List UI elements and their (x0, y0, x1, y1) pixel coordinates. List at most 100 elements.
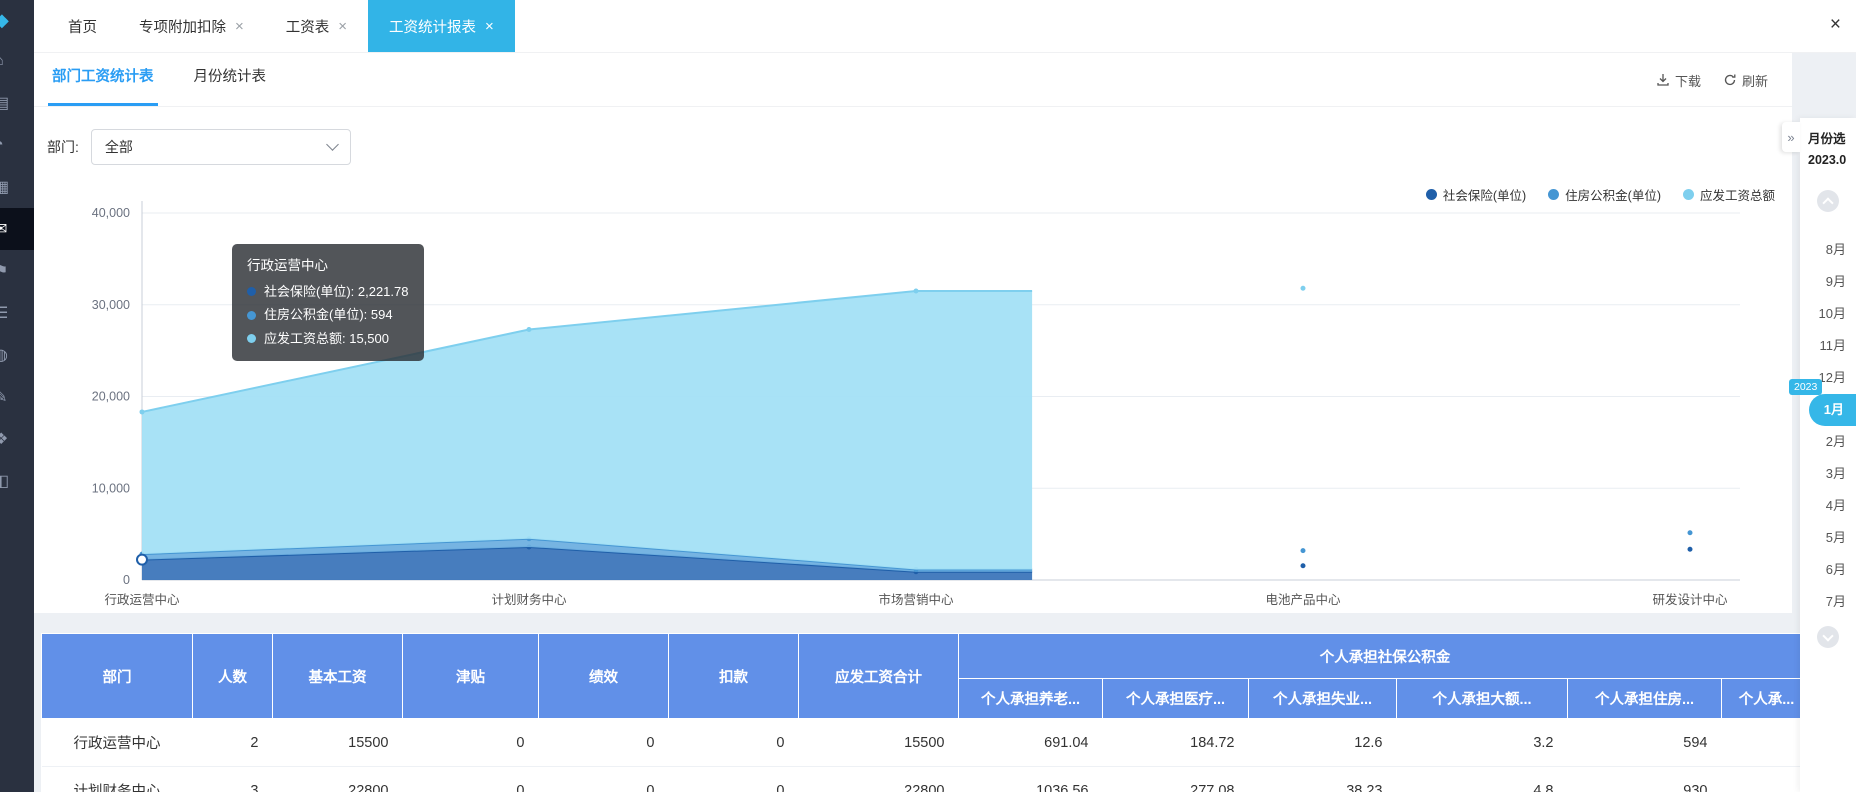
value-cell: 277.08 (1102, 766, 1249, 792)
download-button[interactable]: 下载 (1656, 71, 1701, 90)
column-header: 个人承担大额... (1396, 678, 1568, 719)
column-header: 个人承担住房... (1567, 678, 1722, 719)
tab-bar: 首页 专项附加扣除 × 工资表 × 工资统计报表 × × (34, 0, 1856, 53)
collapse-panel-button[interactable]: » (1782, 122, 1800, 152)
legend-item[interactable]: 应发工资总额 (1682, 185, 1775, 204)
sidebar-item[interactable]: ☰ (0, 292, 34, 334)
month-item[interactable]: 2月 (1825, 434, 1846, 449)
legend-label: 住房公积金(单位) (1565, 189, 1661, 203)
legend-label: 社会保险(单位) (1442, 189, 1527, 203)
sidebar-item[interactable]: ✉ (0, 208, 34, 250)
tab-item[interactable]: 首页 (47, 0, 118, 52)
toolbar: 下载 刷新 (1656, 53, 1768, 107)
value-cell (1721, 766, 1801, 792)
month-panel-period: 2023.0 (1808, 153, 1847, 167)
tooltip-row: 社会保险(单位): 2,221.78 (247, 280, 409, 303)
sidebar-item[interactable]: ⚑ (0, 250, 34, 292)
month-item[interactable]: 3月 (1825, 466, 1846, 481)
sidebar-item[interactable]: ▤ (0, 82, 34, 124)
column-header: 个人承担养老... (958, 678, 1103, 719)
svg-text:10,000: 10,000 (92, 481, 130, 495)
sidebar-item[interactable]: ❖ (0, 418, 34, 460)
value-cell: 22800 (272, 766, 403, 792)
tab-close-icon[interactable]: × (485, 17, 494, 35)
table-row[interactable]: 行政运营中心 2 15500 0 0 0 15500 691.04 184.72 12.6 3.2 5… (41, 718, 1801, 767)
column-header: 个人承担失业... (1248, 678, 1397, 719)
value-cell: 3.2 (1396, 718, 1568, 767)
chevron-down-icon (1822, 629, 1834, 642)
month-item[interactable]: 7月 (1825, 594, 1846, 609)
department-select[interactable]: 全部 (90, 129, 351, 165)
refresh-button[interactable]: 刷新 (1723, 71, 1768, 90)
menu-icon-4: ✉ (0, 221, 8, 238)
sidebar-item[interactable]: ◍ (0, 334, 34, 376)
legend-item[interactable]: 住房公积金(单位) (1548, 185, 1661, 204)
month-item[interactable]: 4月 (1825, 498, 1846, 513)
menu-icon-9: ❖ (0, 431, 9, 448)
column-header: 应发工资合计 (798, 633, 959, 719)
sidebar-item[interactable]: ⌂ (0, 40, 34, 82)
tab-item[interactable]: 工资表 × (265, 0, 368, 52)
month-item[interactable]: 9月 (1825, 274, 1846, 289)
value-cell: 15500 (798, 718, 959, 767)
tab-close-icon[interactable]: × (235, 17, 244, 35)
month-item[interactable]: 11月 (1819, 338, 1847, 353)
table-row[interactable]: 计划财务中心 3 22800 0 0 0 22800 1036.56 277.08 38.23 4.… (41, 766, 1801, 792)
value-cell: 930 (1567, 766, 1722, 792)
sidebar-item[interactable]: ◧ (0, 460, 34, 502)
refresh-icon (1724, 74, 1736, 86)
sidebar: ◆ ⌂ ▤ ◔ ▦ ✉ ⚑ ☰ ◍ ✎ ❖ ◧ (0, 0, 34, 792)
value-cell: 0 (538, 718, 669, 767)
report-card: 部门工资统计表 月份统计表 下载 刷新 部门: (34, 53, 1792, 613)
collapse-icon: » (1787, 129, 1795, 145)
sidebar-item[interactable]: ◔ (0, 124, 34, 166)
sidebar-item[interactable]: ✎ (0, 376, 34, 418)
tooltip-dot-icon (247, 333, 256, 343)
salary-table: 部门 人数 基本工资 津贴 绩效 扣款 应发工资合计 个人承担社保公积金 个人承担养老... 个人… (41, 633, 1801, 792)
month-item[interactable]: 12月 (1818, 370, 1846, 385)
legend-dot-icon (1548, 189, 1560, 200)
menu-icon-10: ◧ (0, 473, 10, 490)
close-all-tabs-icon[interactable]: × (1829, 14, 1841, 35)
chart-tooltip: 行政运营中心 社会保险(单位): 2,221.78 住房公积金(单位): 594 应… (232, 244, 424, 362)
filter-label: 部门: (47, 139, 79, 155)
legend-dot-icon (1682, 189, 1694, 200)
sidebar-item[interactable]: ▦ (0, 166, 34, 208)
tab-month-statistics[interactable]: 月份统计表 (190, 52, 271, 106)
tooltip-text: 社会保险(单位): 2,221.78 (264, 284, 409, 299)
svg-text:市场营销中心: 市场营销中心 (878, 592, 954, 607)
tab-label: 首页 (68, 19, 97, 36)
column-header: 津贴 (402, 633, 539, 719)
chevron-down-icon (326, 138, 339, 151)
tab-close-icon[interactable]: × (338, 17, 348, 35)
legend-item[interactable]: 社会保险(单位) (1425, 185, 1527, 204)
svg-text:研发设计中心: 研发设计中心 (1652, 592, 1728, 607)
value-cell: 594 (1567, 718, 1722, 767)
value-cell: 22800 (798, 766, 959, 792)
tooltip-text: 住房公积金(单位): 594 (264, 307, 393, 323)
svg-text:20,000: 20,000 (92, 390, 130, 404)
year-badge: 2023 (1789, 379, 1823, 395)
chevron-up-icon (1822, 196, 1834, 209)
scroll-up-button[interactable] (1817, 190, 1839, 212)
department-filter: 部门: 全部 (47, 129, 351, 165)
value-cell: 4.8 (1396, 766, 1568, 792)
month-item[interactable]: 8月 (1825, 242, 1846, 257)
tab-department-salary[interactable]: 部门工资统计表 (48, 52, 158, 106)
tab-item[interactable]: 专项附加扣除 × (118, 0, 265, 52)
month-list: 8月 9月 10月 11月 12月 1月 2月 3月 4月 5月 6月 7月 (1800, 234, 1856, 618)
home-icon: ⌂ (0, 52, 4, 70)
month-item[interactable]: 10月 (1818, 306, 1846, 321)
scroll-down-button[interactable] (1817, 626, 1839, 648)
month-panel: 月份选 2023.0 8月 9月 10月 11月 12月 1月 2月 3月 4月 5月 6月 7月 (1800, 118, 1856, 792)
month-item[interactable]: 6月 (1825, 562, 1846, 577)
month-item-active[interactable]: 1月 (1809, 394, 1856, 426)
value-cell: 0 (668, 766, 799, 792)
tab-item[interactable]: 工资统计报表 × (368, 0, 515, 52)
tooltip-text: 应发工资总额: 15,500 (264, 330, 389, 346)
app-logo: ◆ (0, 0, 34, 40)
month-item[interactable]: 5月 (1825, 530, 1846, 545)
value-cell: 0 (538, 766, 669, 792)
value-cell: 15500 (272, 718, 403, 767)
column-header: 扣款 (668, 633, 799, 719)
